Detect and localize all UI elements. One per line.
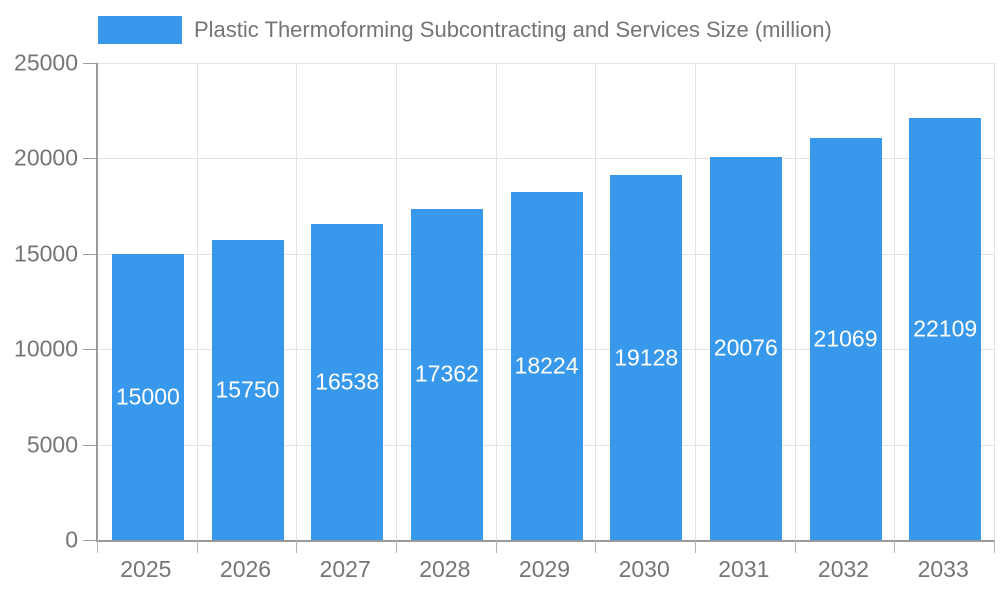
category-cell: 19128 [596,63,696,540]
y-axis-tick-label: 10000 [14,335,78,362]
gridline-vertical [894,63,896,540]
x-axis-tick-label: 2027 [319,556,371,582]
x-axis-tick [994,540,995,553]
category-cell: 15750 [198,63,298,540]
x-axis-tick [694,540,696,553]
gridline-vertical [694,63,696,540]
y-axis-tick-label: 25000 [14,49,78,76]
category-cell: 22109 [895,63,995,540]
x-axis-tick-label: 2025 [120,556,172,582]
y-axis-tick [83,253,96,255]
bar-2031[interactable]: 20076 [709,156,782,540]
x-axis-tick-label: 2031 [718,556,770,582]
x-axis-tick [395,540,397,553]
gridline-vertical [994,63,995,540]
category-cell: 15000 [98,63,198,540]
bar-value-label: 15750 [215,376,280,403]
gridline-vertical [296,63,298,540]
x-axis-tick [97,540,98,553]
x-axis-tick-label: 2029 [518,556,571,582]
bar-2032[interactable]: 21069 [809,138,882,540]
x-axis-tick [595,540,597,553]
bar-value-label: 18224 [514,352,579,379]
x-axis-tick [495,540,497,553]
x-axis-tick [196,540,198,553]
bar-value-label: 17362 [414,360,479,387]
bar-2028[interactable]: 17362 [410,208,483,540]
bar-2030[interactable]: 19128 [610,175,683,540]
y-axis: 0 5000 10000 15000 20000 25000 [0,50,78,553]
x-axis-tick [296,540,298,553]
bar-value-label: 19128 [614,344,679,371]
category-cell: 16538 [297,63,397,540]
x-axis: 2025 2026 2027 2028 2029 2030 2031 2032 2033 [96,556,993,588]
x-axis-tick-label: 2030 [618,556,670,582]
x-axis-tick [794,540,796,553]
y-axis-tick [83,540,96,541]
plot-area: 15000 15750 16538 17362 18224 19128 20076 21069… [83,63,995,553]
x-axis-tick [894,540,896,553]
bar-2033[interactable]: 22109 [909,118,982,540]
y-axis-tick [83,349,96,351]
y-axis-tick [83,63,96,64]
bar-2026[interactable]: 15750 [211,239,284,540]
x-axis-tick-label: 2032 [817,556,870,582]
y-axis-tick-label: 20000 [14,144,78,171]
category-cell: 20076 [696,63,796,540]
x-axis-tick-label: 2028 [419,556,471,582]
bar-value-label: 21069 [813,325,878,352]
y-axis-tick-label: 5000 [26,431,78,458]
x-axis-tick-label: 2026 [219,556,272,582]
gridline-horizontal [98,158,995,160]
gridline-vertical [595,63,597,540]
x-axis-tick-label: 2033 [917,556,969,582]
bar-value-label: 15000 [115,383,180,410]
category-cell: 18224 [497,63,597,540]
bar-value-label: 20076 [713,334,778,361]
y-axis-tick-label: 15000 [14,240,78,267]
gridline-vertical [196,63,198,540]
gridline-vertical [395,63,397,540]
bar-value-label: 16538 [315,368,380,395]
category-cell: 17362 [397,63,497,540]
category-cell: 21069 [796,63,896,540]
bar-2027[interactable]: 16538 [311,224,384,540]
gridline-vertical [794,63,796,540]
legend-label: Plastic Thermoforming Subcontracting and… [194,17,832,42]
y-axis-tick [83,444,96,446]
bar-2029[interactable]: 18224 [510,192,583,540]
gridline-vertical [495,63,497,540]
y-axis-tick [83,158,96,160]
bar-2025[interactable]: 15000 [111,253,184,540]
gridline-horizontal [98,63,995,64]
legend[interactable]: Plastic Thermoforming Subcontracting and… [98,16,832,44]
y-axis-tick-label: 0 [65,526,78,553]
bars-container: 15000 15750 16538 17362 18224 19128 20076 21069… [98,63,995,540]
bar-value-label: 22109 [913,315,978,342]
legend-swatch-icon [98,16,182,44]
